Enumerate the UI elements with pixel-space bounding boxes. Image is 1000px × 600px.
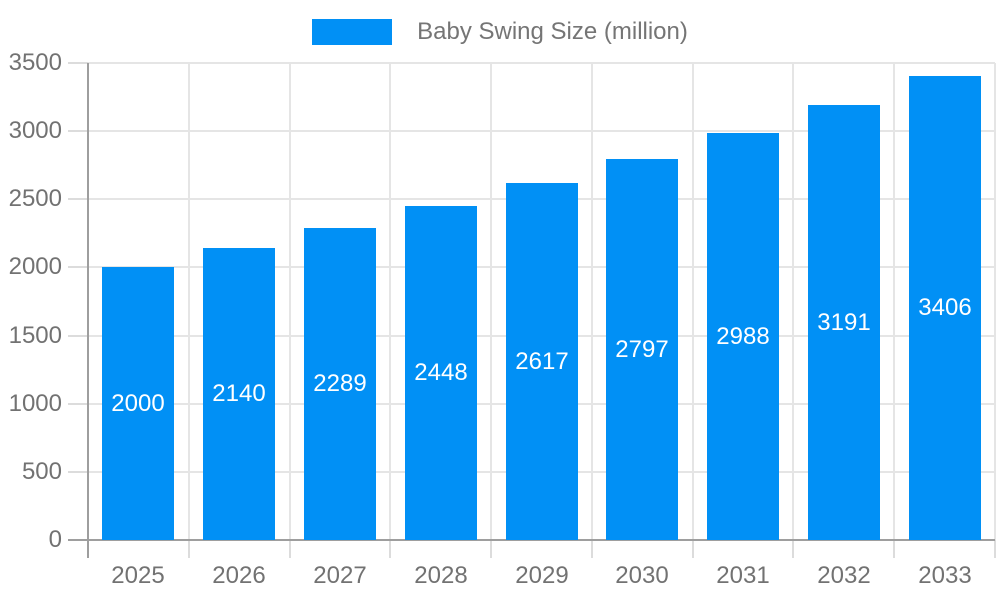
- bar[interactable]: 3406: [909, 76, 981, 540]
- grid-line-vertical: [389, 63, 391, 540]
- bar-value-label: 2988: [716, 322, 770, 350]
- bar-value-label: 2000: [111, 389, 165, 417]
- bar-value-label: 2140: [212, 380, 266, 407]
- y-axis-tick-label: 2500: [8, 185, 62, 212]
- y-axis-tick-label: 0: [48, 526, 62, 553]
- bar-value-label: 2797: [615, 335, 669, 363]
- bar[interactable]: 2448: [405, 206, 477, 540]
- grid-line-vertical: [994, 63, 996, 540]
- bar[interactable]: 3191: [808, 105, 880, 540]
- plot-area: 0 500 1000 1500 2000 2500 3000 3500 2025 2026 2027…: [9, 49, 996, 589]
- y-axis-tick: [68, 130, 88, 132]
- y-axis-line: [87, 63, 89, 540]
- legend-label: Baby Swing Size (million): [417, 18, 688, 45]
- x-axis-tick: [692, 540, 694, 558]
- y-axis-tick-label: 3500: [8, 49, 62, 76]
- y-axis-tick: [68, 471, 88, 473]
- x-axis-tick: [389, 540, 391, 558]
- bar[interactable]: 2000: [102, 267, 174, 540]
- y-axis-tick: [68, 335, 88, 337]
- y-axis-tick-label: 1000: [8, 390, 62, 417]
- grid-line-vertical: [893, 63, 895, 540]
- grid-line-vertical: [289, 63, 291, 540]
- legend[interactable]: Baby Swing Size (million): [0, 18, 1000, 46]
- bar-value-label: 2289: [313, 370, 367, 397]
- x-axis-tick-label: 2026: [212, 562, 266, 589]
- x-axis-tick: [87, 540, 89, 558]
- x-axis-tick: [792, 540, 794, 558]
- x-axis-tick: [289, 540, 291, 558]
- x-axis-tick: [994, 540, 996, 558]
- x-axis-tick: [893, 540, 895, 558]
- bar[interactable]: 2289: [304, 228, 376, 540]
- x-axis-tick-label: 2029: [515, 562, 569, 589]
- x-axis-tick-label: 2033: [918, 562, 972, 589]
- bar-value-label: 3191: [817, 308, 871, 336]
- y-axis-tick-label: 1500: [8, 322, 62, 349]
- grid-line-vertical: [490, 63, 492, 540]
- y-axis-tick: [68, 403, 88, 405]
- x-axis-tick-label: 2032: [817, 562, 871, 589]
- x-axis-tick: [188, 540, 190, 558]
- bar-value-label: 2617: [515, 347, 569, 375]
- x-axis-tick: [591, 540, 593, 558]
- grid-line-horizontal: [88, 130, 995, 132]
- y-axis-tick: [68, 198, 88, 200]
- x-axis-tick-label: 2027: [313, 562, 367, 589]
- x-axis-tick-label: 2030: [615, 562, 669, 589]
- bar[interactable]: 2140: [203, 248, 275, 540]
- grid-line-vertical: [792, 63, 794, 540]
- bar[interactable]: 2617: [506, 183, 578, 540]
- bar[interactable]: 2988: [707, 133, 779, 540]
- x-axis-tick-label: 2028: [414, 562, 468, 589]
- grid-line-vertical: [188, 63, 190, 540]
- bar-value-label: 2448: [414, 359, 468, 386]
- y-axis-tick-label: 3000: [8, 117, 62, 144]
- legend-swatch: [312, 19, 393, 45]
- grid-line-horizontal: [88, 62, 995, 64]
- bar-value-label: 3406: [918, 294, 972, 321]
- y-axis-tick: [68, 266, 88, 268]
- grid-line-vertical: [591, 63, 593, 540]
- y-axis-tick: [68, 62, 88, 64]
- grid-line-vertical: [692, 63, 694, 540]
- x-axis-tick-label: 2031: [716, 562, 770, 589]
- y-axis-tick: [68, 539, 88, 541]
- x-axis-tick: [490, 540, 492, 558]
- y-axis-tick-label: 500: [21, 458, 62, 485]
- y-axis-tick-label: 2000: [8, 253, 62, 280]
- x-axis-tick-label: 2025: [111, 562, 165, 589]
- x-axis-line: [88, 539, 995, 541]
- bar[interactable]: 2797: [606, 159, 678, 540]
